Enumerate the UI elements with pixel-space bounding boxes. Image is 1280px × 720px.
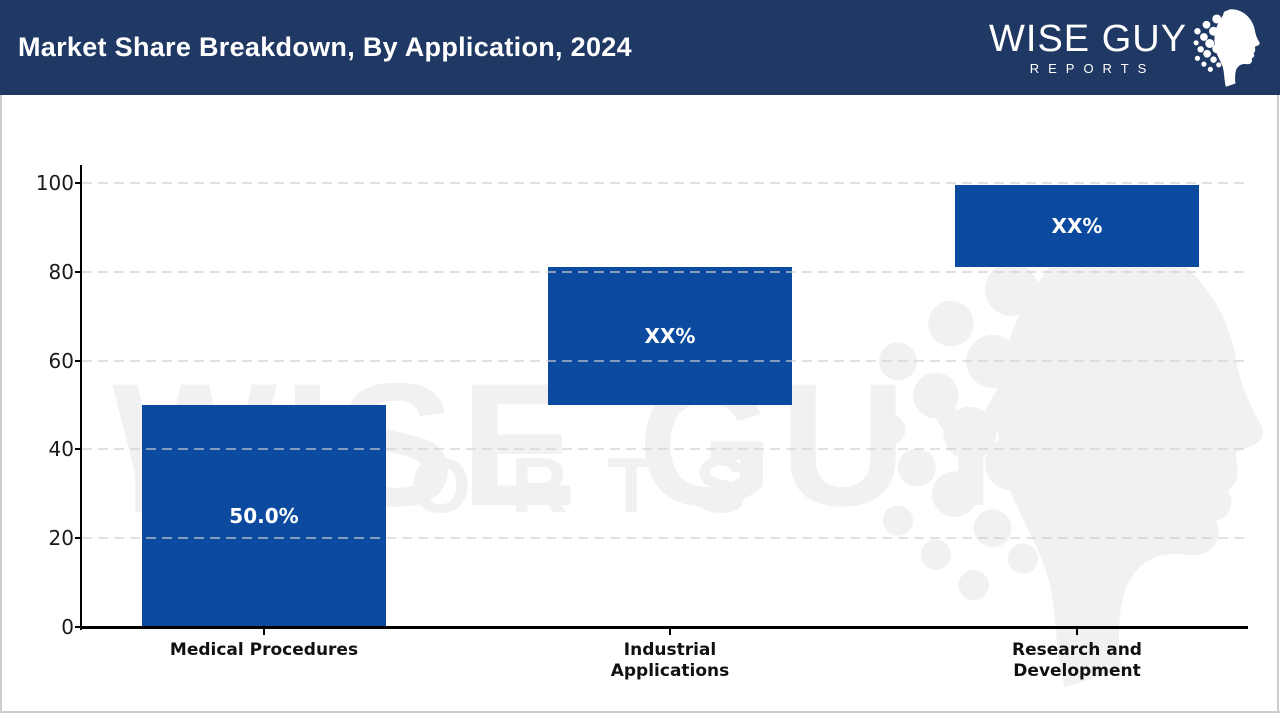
y-tick-label: 0 — [61, 615, 74, 639]
y-tick-mark — [75, 448, 82, 451]
page-title: Market Share Breakdown, By Application, … — [18, 32, 632, 62]
y-gridline — [82, 359, 1248, 362]
x-tick-mark — [263, 627, 265, 635]
frame-left — [0, 95, 2, 712]
bar-segment — [142, 405, 386, 627]
y-tick-mark — [75, 182, 82, 184]
frame-bottom — [0, 711, 1280, 713]
y-tick-mark — [75, 359, 82, 362]
y-gridline — [82, 537, 1248, 540]
frame-right — [1277, 95, 1279, 712]
logo-wordmark: WISE GUY — [989, 18, 1188, 60]
header-bar: Market Share Breakdown, By Application, … — [0, 0, 1280, 95]
y-axis-line — [80, 165, 82, 630]
y-tick-mark — [75, 537, 82, 540]
x-category-label: Industrial Applications — [610, 640, 730, 681]
x-category-label: Medical Procedures — [169, 640, 359, 660]
dotted-head-icon — [1191, 8, 1262, 88]
y-tick-label: 60 — [48, 348, 74, 373]
y-tick-mark — [75, 270, 82, 273]
wise-guy-reports-logo: WISE GUY REPORTS — [989, 8, 1262, 88]
y-tick-label: 40 — [48, 437, 74, 462]
bar-value-label: XX% — [644, 324, 696, 349]
x-category-label: Research and Development — [1012, 640, 1142, 681]
y-gridline — [82, 448, 1248, 451]
x-tick-mark — [669, 627, 671, 635]
y-tick-label: 80 — [48, 259, 74, 284]
y-tick-mark — [75, 626, 82, 628]
logo-subtitle: REPORTS — [1029, 61, 1156, 76]
y-gridline — [82, 182, 1248, 184]
y-tick-label: 100 — [35, 171, 74, 195]
y-gridline — [82, 270, 1248, 273]
logo-text: WISE GUY REPORTS — [989, 20, 1187, 75]
bar-value-label: XX% — [1051, 214, 1103, 239]
bar-segment — [548, 267, 792, 405]
bar-value-label: 50.0% — [229, 504, 299, 528]
y-tick-label: 20 — [48, 526, 74, 551]
x-axis-line — [80, 626, 1248, 629]
